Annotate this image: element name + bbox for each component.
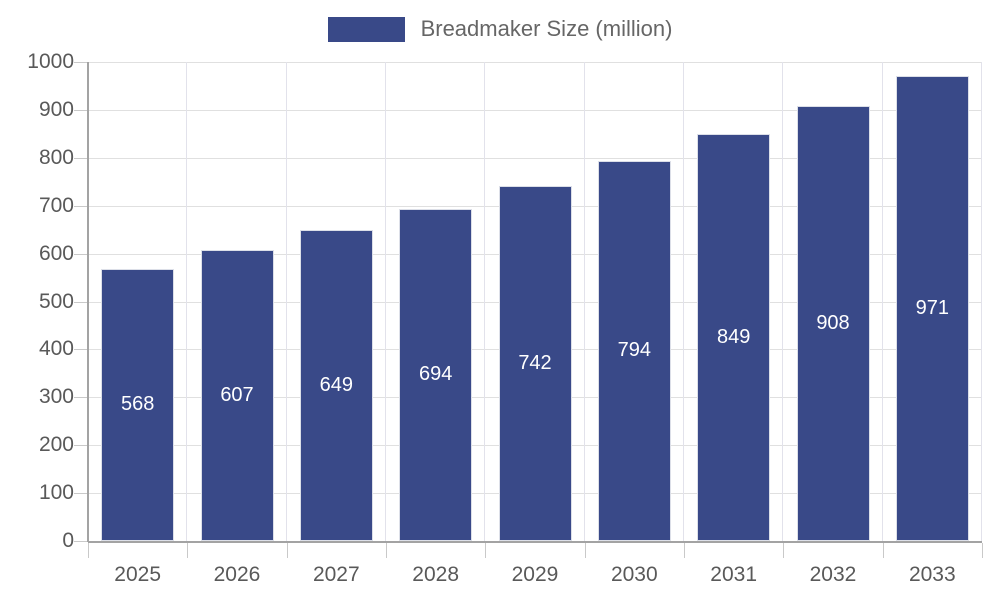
y-axis-tick-label: 200 [38, 433, 74, 457]
y-axis-tick [74, 445, 88, 447]
y-axis-tick-label: 0 [62, 529, 74, 552]
y-axis-tick-label: 900 [38, 97, 74, 121]
bar-value-label: 607 [220, 384, 254, 407]
vertical-gridline [981, 62, 982, 541]
x-axis-tick-label: 2033 [908, 563, 956, 586]
x-axis-tick-label: 2032 [809, 563, 857, 586]
vertical-gridline [285, 62, 287, 541]
bar-value-label: 694 [418, 363, 453, 386]
vertical-gridline [186, 62, 188, 541]
bar: 742 [498, 185, 572, 541]
y-axis-tick-label: 700 [38, 193, 74, 217]
vertical-gridline [385, 62, 386, 541]
y-axis-tick [74, 205, 88, 207]
y-axis-tick [74, 253, 88, 255]
bar: 568 [101, 268, 175, 541]
bar: 794 [597, 160, 671, 541]
x-axis-tick-label: 2027 [312, 563, 360, 586]
bar-value-label: 649 [319, 374, 354, 397]
plot-area: 568 607 649 694 742 794 849 908 971 [88, 62, 982, 541]
bar: 694 [399, 208, 473, 541]
x-axis-tick [187, 543, 189, 558]
horizontal-gridline [88, 157, 982, 159]
x-axis-tick [286, 543, 288, 558]
bar-value-label: 971 [915, 296, 950, 319]
y-axis-tick-label: 100 [38, 481, 74, 505]
x-axis-tick-label: 2029 [511, 563, 559, 586]
vertical-gridline [782, 62, 784, 541]
vertical-gridline [583, 62, 585, 541]
bar: 908 [796, 106, 870, 541]
x-axis-tick-label: 2031 [710, 563, 758, 586]
bar: 649 [299, 230, 373, 541]
x-axis-tick [485, 543, 487, 558]
x-axis-tick-label: 2028 [412, 563, 460, 586]
y-axis-tick [74, 349, 88, 351]
y-axis-tick-label: 400 [38, 337, 74, 361]
y-axis-tick [74, 157, 88, 159]
legend-swatch-icon [327, 16, 405, 42]
y-axis-tick-label: 300 [38, 385, 74, 409]
bar-value-label: 849 [716, 326, 751, 349]
y-axis-tick [74, 301, 88, 303]
y-axis-tick [74, 397, 88, 399]
bar-value-label: 908 [816, 312, 850, 335]
x-axis-tick [386, 543, 387, 558]
x-axis-tick [982, 543, 983, 558]
y-axis-tick [74, 62, 88, 63]
y-axis-tick-label: 1000 [27, 50, 74, 73]
bar-value-label: 742 [518, 351, 552, 374]
x-axis-tick-label: 2026 [213, 563, 261, 586]
horizontal-gridline [88, 62, 982, 63]
x-axis-tick [584, 543, 586, 558]
x-axis-tick [684, 543, 685, 558]
chart-legend[interactable]: Breadmaker Size (million) [0, 16, 1000, 42]
bar-value-label: 568 [120, 393, 155, 416]
legend-series-label: Breadmaker Size (million) [420, 16, 673, 41]
vertical-gridline [484, 62, 486, 541]
x-axis-tick [882, 543, 884, 558]
y-axis-line [87, 62, 89, 542]
x-axis-tick-label: 2030 [610, 563, 658, 586]
y-axis-tick [74, 493, 88, 495]
y-axis-tick-label: 600 [38, 241, 74, 265]
y-axis-tick-label: 500 [38, 289, 74, 313]
x-axis-tick-label: 2025 [114, 563, 162, 586]
horizontal-gridline [88, 109, 982, 111]
vertical-gridline [881, 62, 883, 541]
y-axis-tick [74, 541, 88, 542]
bar: 971 [895, 75, 969, 541]
y-axis-tick-label: 800 [38, 145, 74, 169]
x-axis-tick [783, 543, 785, 558]
bar: 607 [200, 250, 274, 541]
y-axis-tick [74, 109, 88, 111]
vertical-gridline [683, 62, 684, 541]
bar: 849 [697, 134, 771, 541]
x-axis-line [88, 541, 982, 543]
bar-value-label: 794 [617, 339, 652, 362]
x-axis-tick [88, 543, 89, 558]
